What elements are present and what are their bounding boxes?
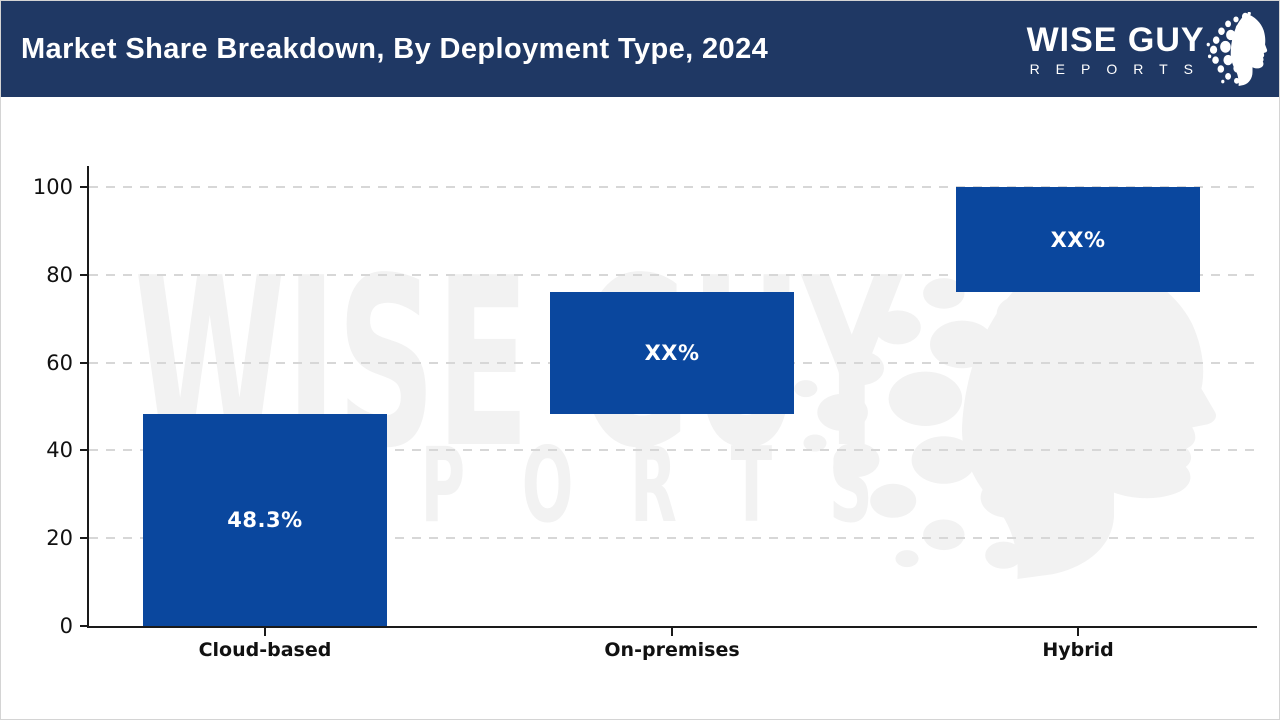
y-tick-mark: [80, 537, 88, 540]
page-title: Market Share Breakdown, By Deployment Ty…: [21, 32, 769, 65]
logo-subtitle: REPORTS: [1029, 60, 1209, 77]
y-tick-mark: [80, 625, 88, 627]
y-tick-mark: [80, 273, 88, 276]
wise-guy-reports-logo: WISE GUY REPORTS: [1027, 12, 1269, 86]
x-tick-label-cloud-based: Cloud-based: [198, 639, 332, 661]
y-tick-mark: [80, 186, 88, 189]
y-tick-label: 20: [46, 526, 73, 551]
x-tick-mark: [263, 628, 266, 636]
logo-head-profile-icon: [1206, 12, 1268, 86]
header-banner: Market Share Breakdown, By Deployment Ty…: [1, 1, 1279, 97]
y-tick-label: 80: [46, 262, 73, 287]
gridline-100: [89, 186, 1256, 189]
bar-cloud-based: 48.3%: [142, 413, 387, 626]
y-tick-label: 40: [46, 438, 73, 463]
x-tick-mark: [671, 628, 674, 636]
bar-hybrid: XX%: [956, 187, 1201, 293]
y-tick-mark: [80, 449, 88, 452]
logo-wordmark: WISE GUY: [1026, 20, 1205, 59]
logo-text: WISE GUY REPORTS: [1027, 23, 1209, 76]
gridline-40: [89, 449, 1256, 452]
y-tick-label: 60: [46, 350, 73, 375]
y-tick-mark: [80, 361, 88, 364]
y-axis-line: [87, 166, 89, 628]
y-tick-label: 100: [32, 175, 73, 200]
bar-on-premises: XX%: [550, 292, 795, 414]
x-tick-label-on-premises: On-premises: [604, 639, 740, 661]
x-axis-line: [87, 626, 1257, 628]
chart-area: WISE GUY REPORTS 0 20 40 60 80 100 48.3% XX% …: [1, 97, 1279, 719]
x-tick-mark: [1077, 628, 1080, 636]
bar-value-label: XX%: [644, 341, 700, 366]
bar-value-label: 48.3%: [227, 507, 303, 532]
bar-value-label: XX%: [1050, 227, 1106, 252]
x-tick-label-hybrid: Hybrid: [1042, 639, 1114, 661]
gridline-20: [89, 537, 1256, 540]
y-tick-label: 0: [59, 614, 73, 638]
gridline-80: [89, 273, 1256, 276]
